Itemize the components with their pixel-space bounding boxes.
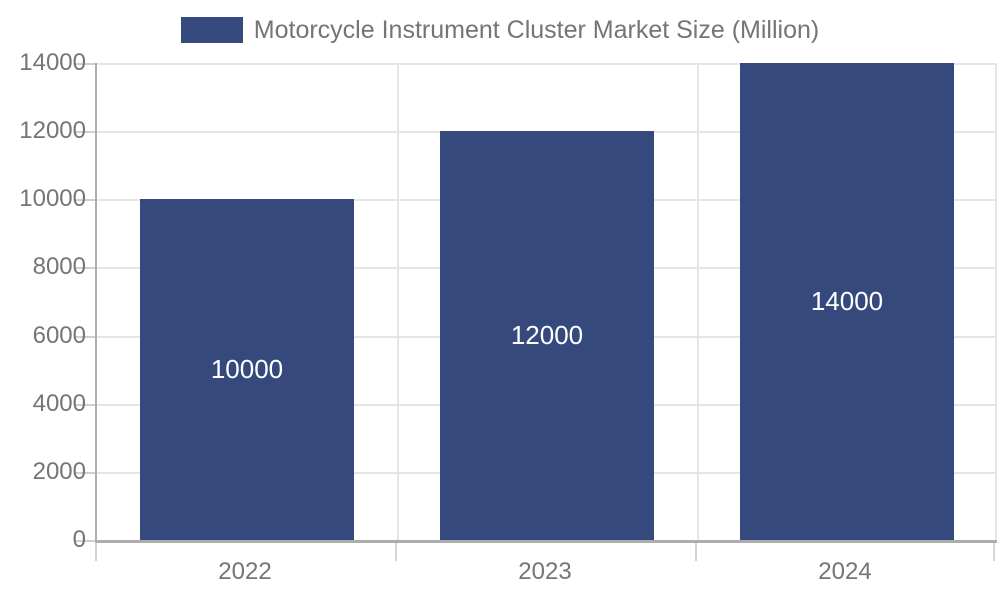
x-axis-tick (993, 543, 995, 561)
bar-value-label: 10000 (210, 354, 284, 384)
legend: Motorcycle Instrument Cluster Market Siz… (0, 15, 1000, 45)
y-axis-tick (75, 63, 95, 65)
x-axis-tick (395, 543, 397, 561)
x-axis-tick (695, 543, 697, 561)
x-axis-tick-label: 2022 (218, 558, 272, 585)
y-axis-tick (75, 336, 95, 338)
legend-swatch (180, 17, 243, 43)
legend-label: Motorcycle Instrument Cluster Market Siz… (253, 15, 820, 44)
y-axis-tick (75, 404, 95, 406)
bar-value-label: 12000 (510, 320, 584, 350)
y-axis-tick (75, 199, 95, 201)
y-axis-tick-label: 0 (72, 526, 86, 553)
gridline-vertical (697, 63, 699, 540)
y-axis-tick-label: 14000 (19, 49, 86, 76)
x-axis-tick (95, 543, 97, 561)
y-axis-tick-label: 6000 (32, 322, 86, 349)
y-axis-tick-label: 10000 (19, 185, 86, 212)
y-axis-tick-label: 8000 (32, 253, 86, 280)
gridline-vertical (397, 63, 399, 540)
x-axis-tick-label: 2024 (818, 558, 872, 585)
bar-value-label: 14000 (810, 286, 884, 316)
bar-2023: 12000 (440, 131, 654, 540)
x-axis-tick-label: 2023 (518, 558, 572, 585)
plot-area: 10000 12000 14000 (95, 63, 997, 543)
gridline-vertical (995, 63, 997, 540)
y-axis-tick (75, 267, 95, 269)
y-axis-tick (75, 472, 95, 474)
y-axis-tick-label: 12000 (19, 117, 86, 144)
y-axis-tick (75, 540, 95, 542)
bar-2022: 10000 (140, 199, 354, 540)
bar-2024: 14000 (740, 63, 954, 540)
y-axis-tick-label: 2000 (32, 458, 86, 485)
y-axis-tick-label: 4000 (32, 390, 86, 417)
gridline-horizontal (97, 63, 997, 65)
y-axis-tick (75, 131, 95, 133)
